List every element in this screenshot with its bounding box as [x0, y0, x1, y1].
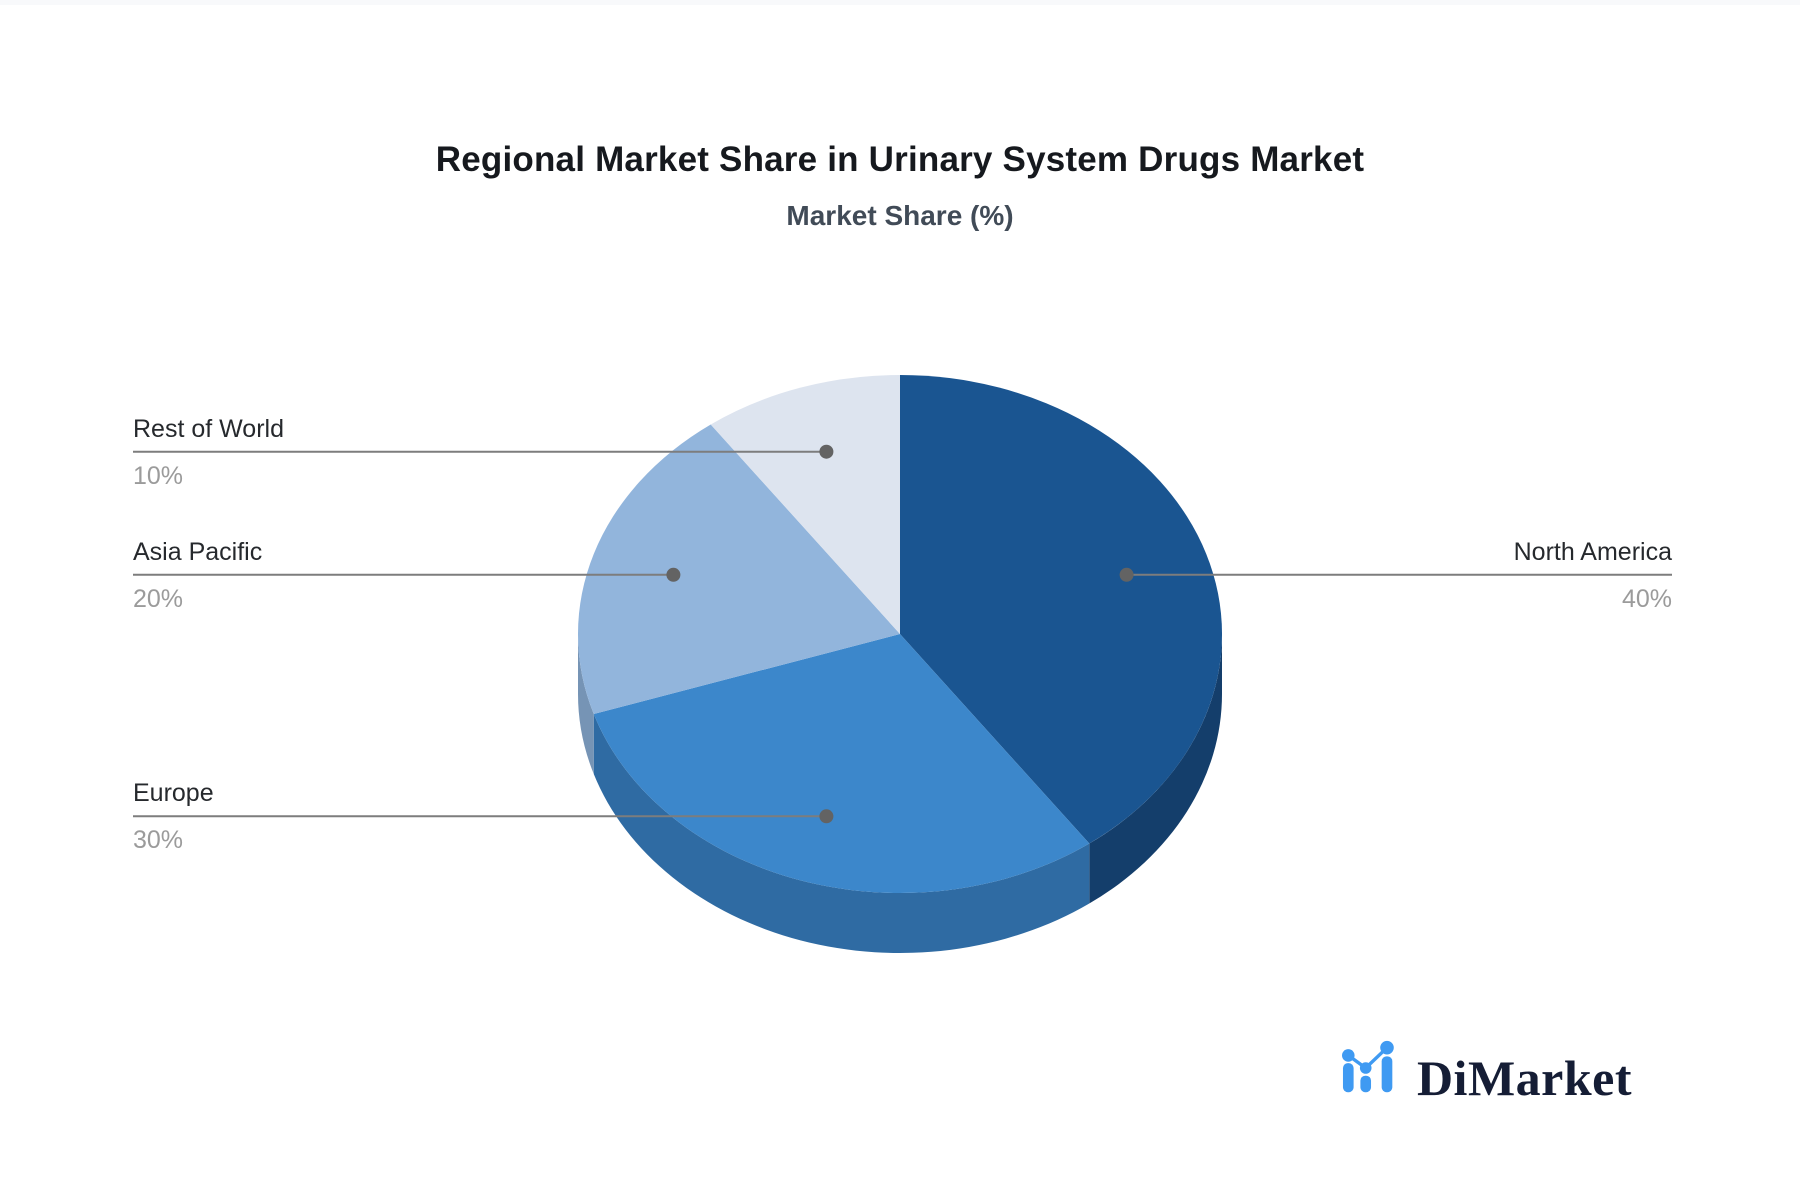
bar-line-chart-icon-part — [1342, 1063, 1354, 1093]
bar-line-chart-icon-part — [1381, 1056, 1393, 1093]
chart-subtitle: Market Share (%) — [786, 200, 1014, 231]
bar-line-chart-icon-part — [1360, 1075, 1371, 1093]
pie-label-rest-of-world: Rest of World — [133, 415, 284, 443]
leader-dot — [819, 444, 834, 459]
bar-line-chart-icon — [1341, 1040, 1394, 1093]
pie-label-north-america: North America — [1513, 538, 1672, 566]
bar-line-chart-icon-part — [1341, 1049, 1355, 1062]
bar-line-chart-icon-part — [1359, 1062, 1372, 1074]
dimarket-logo: DiMarket — [1341, 1038, 1632, 1104]
pie-slice-rest-of-world[interactable] — [710, 375, 900, 634]
pie-slice-asia-pacific[interactable] — [577, 424, 900, 715]
pie-slice-north-america[interactable] — [900, 375, 1223, 844]
pie-slice-side-north-america — [1089, 634, 1222, 904]
leader-dot — [666, 567, 681, 582]
pie-label-europe: Europe — [133, 779, 214, 807]
pie-value-rest-of-world: 10% — [133, 462, 184, 490]
pie-value-asia-pacific: 20% — [133, 585, 184, 613]
leader-dot — [819, 809, 834, 824]
leader-dot — [1119, 567, 1134, 582]
page-top-edge — [0, 0, 1800, 5]
bar-line-chart-icon-part — [1380, 1040, 1394, 1055]
chart-title: Regional Market Share in Urinary System … — [435, 140, 1365, 179]
pie-value-north-america: 40% — [1621, 585, 1672, 613]
pie-slice-side-europe — [593, 714, 1090, 954]
logo-wordmark: DiMarket — [1416, 1050, 1632, 1106]
pie-label-asia-pacific: Asia Pacific — [133, 538, 263, 566]
pie-slice-europe[interactable] — [593, 634, 1090, 894]
pie-value-europe: 30% — [133, 826, 184, 854]
pie-slice-side-asia-pacific — [578, 634, 594, 775]
